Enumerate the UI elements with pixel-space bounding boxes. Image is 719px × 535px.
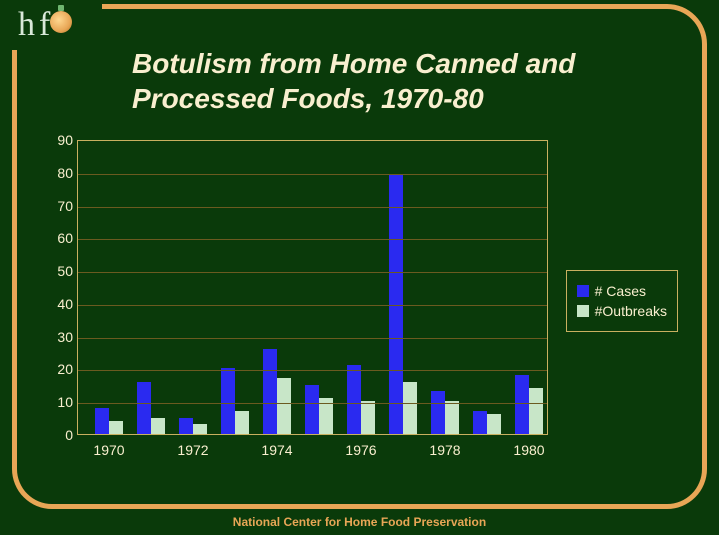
chart: 0102030405060708090 19701972197419761978… [38,140,678,460]
title-line2: Processed Foods, 1970-80 [132,81,575,116]
bar [347,365,361,434]
bar [193,424,207,434]
bar [305,385,319,434]
gridline [78,272,547,273]
gridline [78,370,547,371]
y-tick-label: 30 [57,329,73,345]
bar [473,411,487,434]
bar [361,401,375,434]
bars-layer [78,141,547,434]
gridline [78,239,547,240]
bar [263,349,277,434]
x-axis: 1970 1972 1974 1976 1978 1980 [78,438,548,460]
y-tick-label: 40 [57,296,73,312]
x-tick-label: 1978 [429,442,460,458]
x-tick-label: 1972 [177,442,208,458]
gridline [78,207,547,208]
legend-item: #Outbreaks [577,303,667,319]
legend-item: # Cases [577,283,667,299]
y-tick-label: 80 [57,165,73,181]
y-tick-label: 0 [65,427,73,443]
footer-text: National Center for Home Food Preservati… [0,515,719,529]
y-tick-label: 50 [57,263,73,279]
bar [179,418,193,434]
bar [221,368,235,434]
gridline [78,174,547,175]
legend-label: #Outbreaks [595,303,667,319]
plot-area [78,140,548,435]
logo: hf [12,0,102,50]
x-tick-label: 1976 [345,442,376,458]
bar [151,418,165,434]
bar [445,401,459,434]
x-tick-label: 1974 [261,442,292,458]
x-tick-label: 1970 [93,442,124,458]
title-line1: Botulism from Home Canned and [132,46,575,81]
legend: # Cases #Outbreaks [566,270,678,332]
y-tick-label: 20 [57,361,73,377]
y-tick-label: 90 [57,132,73,148]
y-axis: 0102030405060708090 [38,140,78,435]
legend-swatch [577,285,589,297]
x-tick-label: 1980 [513,442,544,458]
bar [403,382,417,434]
y-tick-label: 60 [57,230,73,246]
slide-title: Botulism from Home Canned and Processed … [132,46,575,116]
gridline [78,305,547,306]
logo-text: hf [18,6,54,44]
bar [95,408,109,434]
gridline [78,403,547,404]
y-tick-label: 10 [57,394,73,410]
bar [515,375,529,434]
legend-label: # Cases [595,283,646,299]
bar [137,382,151,434]
bar [109,421,123,434]
legend-swatch [577,305,589,317]
bar [235,411,249,434]
gridline [78,338,547,339]
bar [277,378,291,434]
bar [529,388,543,434]
bar [487,414,501,434]
bar [431,391,445,434]
peach-icon [50,11,72,33]
y-tick-label: 70 [57,198,73,214]
